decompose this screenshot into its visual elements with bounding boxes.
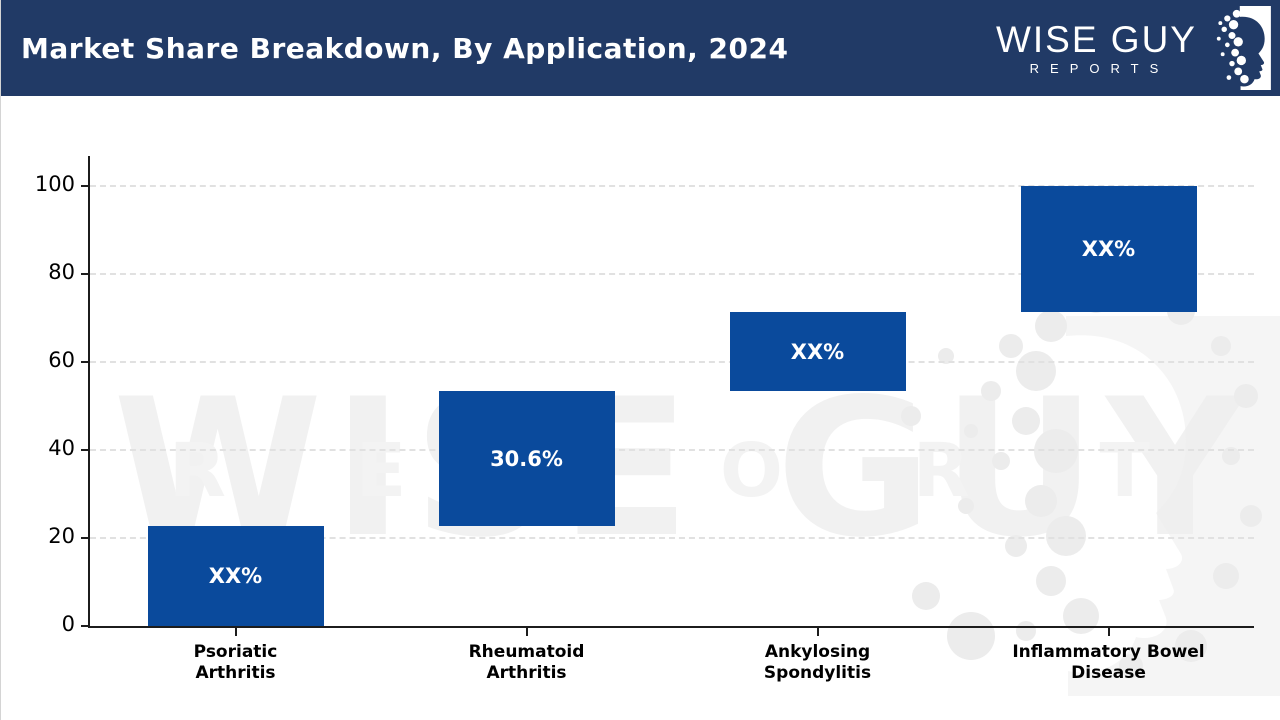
logo-wordmark-main: WISE GUY xyxy=(995,18,1197,60)
x-category-label-line: Rheumatoid xyxy=(468,642,585,662)
y-tick-80 xyxy=(81,273,89,275)
logo-head-icon xyxy=(1216,6,1271,90)
x-category-label-psoriatic-arthritis: Psoriatic Arthritis xyxy=(86,642,386,684)
gridline-100 xyxy=(90,185,1254,187)
x-category-label-line: Inflammatory Bowel xyxy=(1012,642,1205,662)
y-axis xyxy=(88,156,90,628)
bar-psoriatic-arthritis: XX% xyxy=(147,526,324,626)
bar-value-label-ankylosing-spondylitis: XX% xyxy=(790,339,845,364)
y-tick-40 xyxy=(81,449,89,451)
gridline-40 xyxy=(90,449,1254,451)
bar-rheumatoid-arthritis: 30.6% xyxy=(438,391,615,527)
logo-wordmark: WISE GUY REPORTS xyxy=(996,21,1197,76)
chart-area: WISE GUY R E P O R T S 0 xyxy=(1,96,1280,720)
x-category-label-line: Spondylitis xyxy=(763,663,872,683)
gridline-60 xyxy=(90,361,1254,363)
x-category-label-line: Arthritis xyxy=(195,663,276,683)
x-tick-inflammatory-bowel-disease xyxy=(1107,628,1110,636)
y-tick-100 xyxy=(81,185,89,187)
watermark-wordmark-sub: R E P O R T S xyxy=(169,428,1280,514)
bar-value-label-rheumatoid-arthritis: 30.6% xyxy=(490,446,563,471)
y-tick-label-40: 40 xyxy=(48,436,75,460)
gridline-80 xyxy=(90,273,1254,275)
x-category-label-ankylosing-spondylitis: Ankylosing Spondylitis xyxy=(668,642,968,684)
plot: 0 20 40 60 80 100 XX% Psoriatic Arthritis 30.6% Rh… xyxy=(1,96,1280,720)
x-tick-ankylosing-spondylitis xyxy=(816,628,819,636)
x-category-label-line: Ankylosing xyxy=(764,642,871,662)
y-tick-label-0: 0 xyxy=(61,612,75,636)
y-tick-label-100: 100 xyxy=(34,172,75,196)
x-category-label-rheumatoid-arthritis: Rheumatoid Arthritis xyxy=(377,642,677,684)
y-tick-20 xyxy=(81,537,89,539)
x-tick-rheumatoid-arthritis xyxy=(525,628,528,636)
logo-wordmark-sub: REPORTS xyxy=(1029,60,1170,76)
header-bar: Market Share Breakdown, By Application, … xyxy=(1,0,1280,96)
chart-title: Market Share Breakdown, By Application, … xyxy=(21,31,789,65)
x-category-label-inflammatory-bowel-disease: Inflammatory Bowel Disease xyxy=(959,642,1259,684)
x-category-label-line: Psoriatic xyxy=(193,642,278,662)
x-axis xyxy=(88,626,1254,628)
x-tick-psoriatic-arthritis xyxy=(234,628,237,636)
y-tick-0 xyxy=(81,625,89,627)
gridline-20 xyxy=(90,537,1254,539)
wiseguy-logo: WISE GUY REPORTS xyxy=(996,6,1271,90)
bar-inflammatory-bowel-disease: XX% xyxy=(1020,186,1197,312)
x-category-label-line: Arthritis xyxy=(486,663,567,683)
y-tick-label-60: 60 xyxy=(48,348,75,372)
y-tick-60 xyxy=(81,361,89,363)
y-tick-label-80: 80 xyxy=(48,260,75,284)
bar-value-label-inflammatory-bowel-disease: XX% xyxy=(1081,236,1136,261)
x-category-label-line: Disease xyxy=(1071,663,1146,683)
bar-ankylosing-spondylitis: XX% xyxy=(729,311,906,392)
y-tick-label-20: 20 xyxy=(48,524,75,548)
bar-value-label-psoriatic-arthritis: XX% xyxy=(208,564,263,589)
